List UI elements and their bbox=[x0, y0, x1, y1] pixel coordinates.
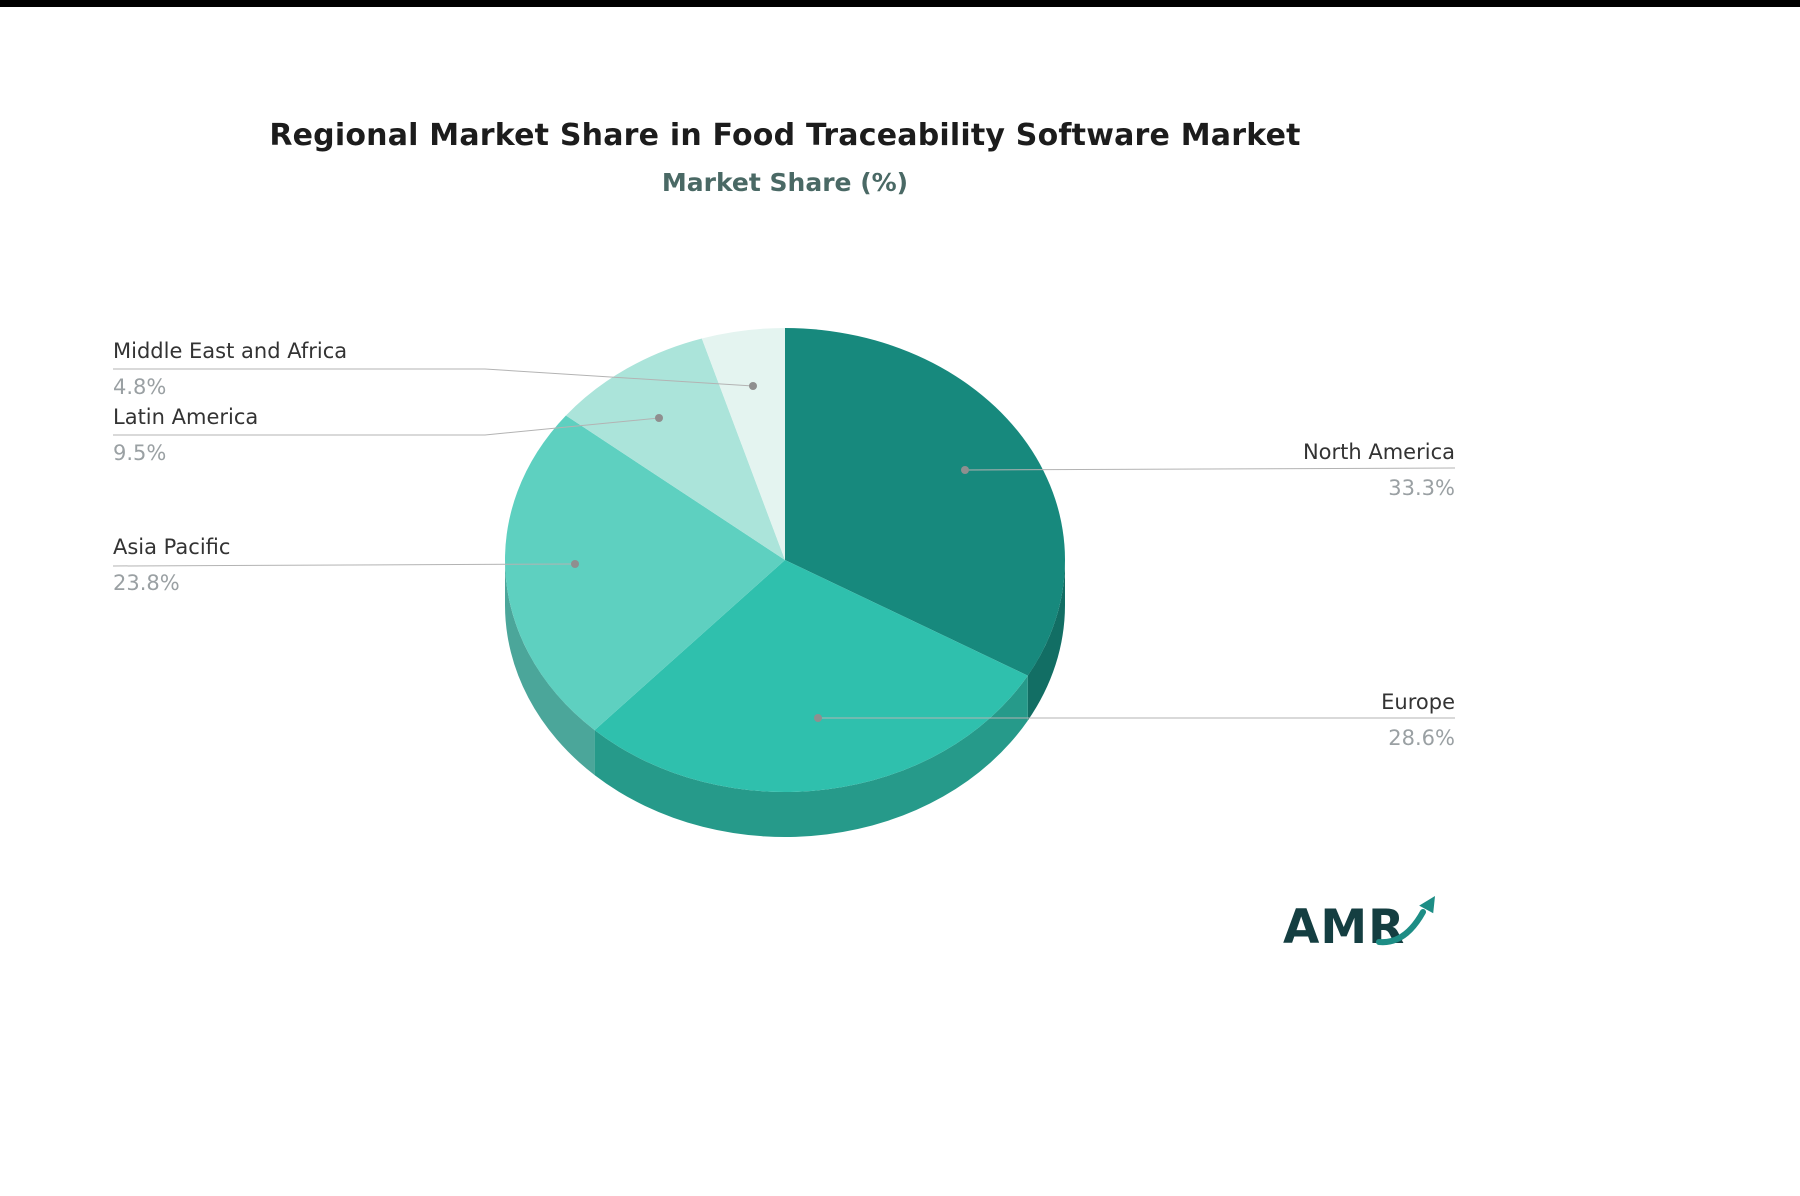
leader-line-north-america bbox=[964, 467, 1456, 471]
slice-label-north-america: North America bbox=[1303, 440, 1455, 464]
pie-slice-north-america[interactable] bbox=[785, 328, 1065, 676]
leader-dot-europe bbox=[814, 714, 822, 722]
leader-dot-middle-east-and-africa bbox=[749, 382, 757, 390]
pie-slice-depth-europe bbox=[594, 675, 1028, 838]
slice-label-europe: Europe bbox=[1381, 690, 1455, 714]
amr-logo: AMR bbox=[1283, 896, 1453, 964]
leader-dot-north-america bbox=[961, 466, 969, 474]
pie-slice-latin-america[interactable] bbox=[565, 338, 785, 560]
leader-line-latin-america bbox=[113, 417, 660, 436]
slice-percent-north-america: 33.3% bbox=[1388, 476, 1455, 500]
chart-title: Regional Market Share in Food Traceabili… bbox=[269, 118, 1301, 153]
slice-percent-europe: 28.6% bbox=[1388, 726, 1455, 750]
logo-arrow-icon bbox=[1376, 896, 1435, 946]
slice-percent-asia-pacific: 23.8% bbox=[113, 571, 180, 595]
leader-dot-latin-america bbox=[655, 414, 663, 422]
pie-slice-depth-asia-pacific bbox=[505, 560, 595, 776]
chart-subtitle: Market Share (%) bbox=[661, 168, 909, 197]
slice-label-latin-america: Latin America bbox=[113, 405, 258, 429]
pie-slice-europe[interactable] bbox=[594, 560, 1028, 792]
slice-label-middle-east-and-africa: Middle East and Africa bbox=[113, 339, 347, 363]
leader-dot-asia-pacific bbox=[571, 560, 579, 568]
amr-logo-text: AMR bbox=[1283, 900, 1406, 955]
pie-slice-asia-pacific[interactable] bbox=[504, 415, 785, 731]
pie-slice-depth-north-america bbox=[1027, 560, 1065, 721]
leader-line-middle-east-and-africa bbox=[113, 368, 754, 387]
window-top-edge bbox=[0, 0, 1800, 7]
pie-slice-middle-east-and-africa[interactable] bbox=[701, 328, 785, 560]
leader-line-asia-pacific bbox=[112, 563, 576, 567]
slice-label-asia-pacific: Asia Pacific bbox=[113, 535, 230, 559]
slice-percent-latin-america: 9.5% bbox=[113, 441, 166, 465]
slice-percent-middle-east-and-africa: 4.8% bbox=[113, 375, 166, 399]
